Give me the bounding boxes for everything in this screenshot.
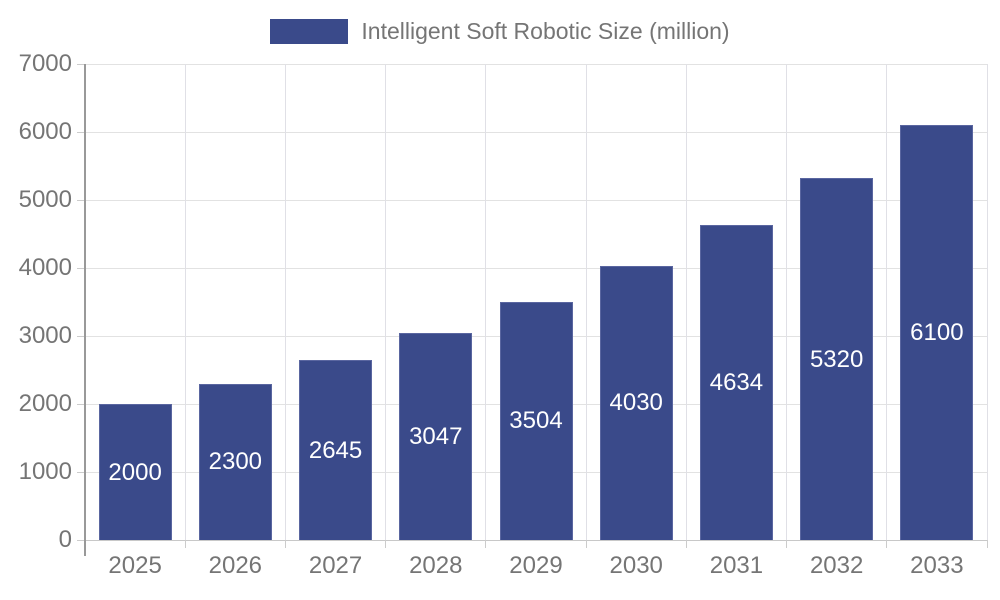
h-gridline xyxy=(85,539,987,541)
y-axis-tick-label: 6000 xyxy=(18,118,72,145)
h-gridline xyxy=(85,63,987,65)
h-gridline xyxy=(85,131,987,133)
y-axis-tick xyxy=(77,63,85,65)
y-axis-tick-label: 7000 xyxy=(18,50,72,77)
bar-value-label: 3504 xyxy=(509,407,563,435)
bar-2033: 6100 xyxy=(900,125,974,540)
y-axis-tick xyxy=(77,471,85,473)
legend-label: Intelligent Soft Robotic Size (million) xyxy=(361,18,730,44)
bar-value-label: 4634 xyxy=(709,368,764,396)
v-gridline xyxy=(886,64,888,540)
plot-area: 2000 2300 2645 3047 3504 4030 4634 5320 6100 xyxy=(85,63,988,541)
v-gridline xyxy=(585,64,587,540)
x-axis-tick xyxy=(786,540,788,548)
bar-value-label: 2645 xyxy=(308,436,363,464)
bar-2027: 2645 xyxy=(299,360,373,540)
y-axis-tick-label: 5000 xyxy=(18,186,72,213)
h-gridline xyxy=(85,267,987,269)
x-axis-tick-label: 2029 xyxy=(509,552,563,579)
x-axis-tick xyxy=(585,540,587,548)
x-axis-tick xyxy=(284,540,286,548)
x-axis-tick xyxy=(485,540,487,548)
legend-swatch xyxy=(270,18,349,44)
x-axis-tick xyxy=(886,540,888,548)
bar-2030: 4030 xyxy=(599,265,673,540)
y-axis-tick xyxy=(77,335,85,337)
y-axis-tick xyxy=(77,131,85,133)
bar-2025: 2000 xyxy=(98,404,172,540)
y-axis-line xyxy=(84,64,86,556)
x-axis-tick xyxy=(685,540,687,548)
y-axis-tick-label: 2000 xyxy=(18,390,72,417)
y-axis-tick xyxy=(77,267,85,269)
bar-value-label: 4030 xyxy=(609,389,663,417)
bar-2031: 4634 xyxy=(699,224,773,540)
x-axis-tick-label: 2032 xyxy=(809,552,864,579)
v-gridline xyxy=(184,64,186,540)
bar-value-label: 6100 xyxy=(910,319,964,347)
bar-2028: 3047 xyxy=(399,332,473,540)
x-axis-tick-label: 2033 xyxy=(910,552,964,579)
bar-value-label: 5320 xyxy=(809,345,864,373)
legend-item[interactable]: Intelligent Soft Robotic Size (million) xyxy=(270,17,730,45)
x-axis-tick-label: 2025 xyxy=(108,552,162,579)
x-axis-tick-label: 2031 xyxy=(709,552,764,579)
bar-value-label: 2300 xyxy=(208,448,263,476)
x-axis-tick xyxy=(986,540,988,548)
v-gridline xyxy=(284,64,286,540)
y-axis-tick xyxy=(77,403,85,405)
v-gridline xyxy=(385,64,387,540)
v-gridline xyxy=(986,64,988,540)
h-gridline xyxy=(85,199,987,201)
x-axis-tick-label: 2028 xyxy=(409,552,463,579)
x-axis-tick-label: 2030 xyxy=(609,552,663,579)
v-gridline xyxy=(685,64,687,540)
y-axis-tick xyxy=(77,199,85,201)
x-axis-tick xyxy=(385,540,387,548)
bar-2032: 5320 xyxy=(800,178,874,540)
bar-value-label: 3047 xyxy=(409,422,463,450)
y-axis-tick-label: 3000 xyxy=(18,322,72,349)
bar-2029: 3504 xyxy=(499,301,573,540)
bar-2026: 2300 xyxy=(198,383,272,540)
bar-value-label: 2000 xyxy=(108,458,162,486)
y-axis-tick-label: 4000 xyxy=(18,254,72,281)
y-axis-tick xyxy=(77,539,85,541)
v-gridline xyxy=(485,64,487,540)
x-axis-tick-label: 2026 xyxy=(208,552,263,579)
v-gridline xyxy=(786,64,788,540)
x-axis-tick xyxy=(184,540,186,548)
legend: Intelligent Soft Robotic Size (million) xyxy=(0,17,1000,45)
y-axis-tick-label: 1000 xyxy=(18,458,72,485)
x-axis-tick-label: 2027 xyxy=(308,552,363,579)
y-axis-tick-label: 0 xyxy=(58,526,72,553)
